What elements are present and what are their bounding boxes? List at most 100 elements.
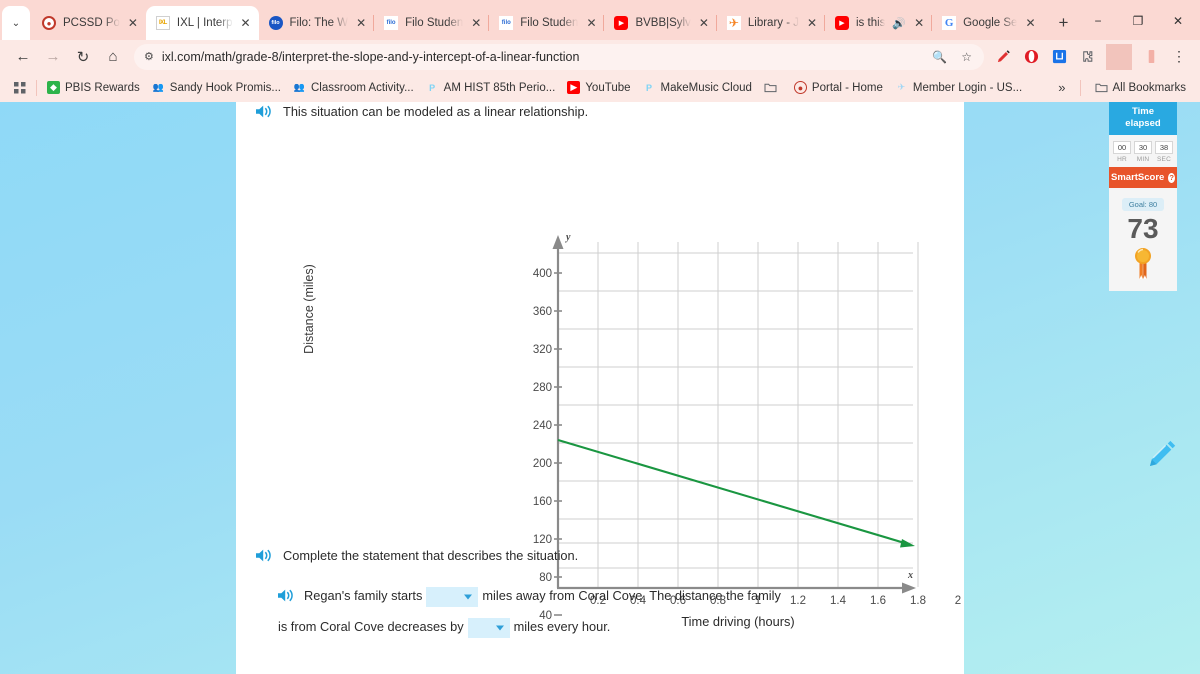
intro-line: This situation can be modeled as a linea… <box>256 104 588 119</box>
apps-grid-icon[interactable] <box>8 77 32 99</box>
chart-axes <box>552 235 916 594</box>
bookmark-label: Sandy Hook Promis... <box>169 81 281 94</box>
browser-tab-library[interactable]: ✈ Library - J ✕ <box>715 6 825 40</box>
audio-speaker-icon[interactable] <box>256 104 273 119</box>
puzzle-extensions-icon[interactable] <box>1074 44 1100 70</box>
time-elapsed-header: Time elapsed <box>1109 102 1177 135</box>
browser-tab-google-search[interactable]: G Google Se ✕ <box>931 6 1043 40</box>
page-viewport: This situation can be modeled as a linea… <box>0 102 1200 674</box>
browser-tab-bvbb-youtube[interactable]: ▶ BVBB|Sylv ✕ <box>603 6 716 40</box>
chevron-down-icon <box>464 594 473 600</box>
search-icon[interactable]: 🔍 <box>932 49 948 64</box>
svg-text:1.2: 1.2 <box>790 595 806 607</box>
bookmark-makemusic-cloud[interactable]: P MakeMusic Cloud <box>637 78 758 97</box>
time-elapsed-card: Time elapsed 00 30 38 HR MIN SEC <box>1109 102 1177 167</box>
window-controls: − ❐ ✕ <box>1078 8 1200 34</box>
bookmarks-overflow-button[interactable]: » <box>1058 80 1066 95</box>
address-bar-url: ixl.com/math/grade-8/interpret-the-slope… <box>161 49 580 64</box>
tab-close-icon[interactable]: ✕ <box>806 16 818 30</box>
blue-square-extension-icon[interactable] <box>1046 44 1072 70</box>
bookmark-label: AM HIST 85th Perio... <box>443 81 556 94</box>
window-minimize-button[interactable]: − <box>1094 14 1102 28</box>
tab-title: Google Se <box>963 17 1018 29</box>
tab-title: PCSSD Po <box>63 17 120 29</box>
bookmark-pbis-rewards[interactable]: ◆ PBIS Rewards <box>41 78 146 97</box>
slope-dropdown[interactable] <box>467 617 510 638</box>
browser-tab-filo-student-1[interactable]: filo Filo Studen ✕ <box>373 6 489 40</box>
tab-close-icon[interactable]: ✕ <box>1025 16 1036 30</box>
tab-close-icon[interactable]: ✕ <box>586 16 597 30</box>
audio-speaker-icon[interactable] <box>256 548 273 563</box>
tab-title: Filo: The W <box>289 17 349 29</box>
browser-tab-pcssd[interactable]: ● PCSSD Po ✕ <box>32 6 146 40</box>
people-icon: 👥 <box>293 82 306 92</box>
chart-grid-vertical <box>597 242 919 587</box>
svg-text:0.6: 0.6 <box>670 595 686 607</box>
all-bookmarks-button[interactable]: All Bookmarks <box>1089 78 1193 97</box>
tab-close-icon[interactable]: ✕ <box>698 16 709 30</box>
filo-light-icon: filo <box>384 16 399 30</box>
reload-button[interactable]: ↻ <box>76 48 90 66</box>
svg-text:80: 80 <box>539 572 552 584</box>
bookmark-youtube[interactable]: ▶ YouTube <box>561 78 636 97</box>
browser-tab-filo-student-2[interactable]: filo Filo Studen ✕ <box>488 6 604 40</box>
plane-icon: ✈ <box>897 82 906 92</box>
youtube-icon: ▶ <box>567 81 581 94</box>
tab-close-icon[interactable]: ✕ <box>127 16 138 30</box>
browser-tab-filo[interactable]: filo Filo: The W ✕ <box>259 6 375 40</box>
svg-text:360: 360 <box>533 306 552 318</box>
browser-tab-ixl[interactable]: IXL IXL | Interp ✕ <box>145 6 259 40</box>
window-close-button[interactable]: ✕ <box>1172 14 1184 28</box>
smartscore-body: Goal: 80 73 <box>1109 188 1177 292</box>
tab-close-icon[interactable]: ✕ <box>471 16 482 30</box>
browser-tab-is-this-youtube[interactable]: ▶ is this 🔊 ✕ <box>823 6 932 40</box>
smartscore-header: SmartScore ? <box>1109 167 1177 188</box>
bookmark-sandy-hook-promise[interactable]: 👥 Sandy Hook Promis... <box>146 78 287 97</box>
google-icon: G <box>942 16 957 30</box>
tab-search-chevron-icon[interactable]: ⌄ <box>2 6 30 40</box>
tab-title: Filo Studen <box>520 17 579 29</box>
y-tick-labels: 400 360 320 280 240 200 160 120 80 40 <box>533 268 552 622</box>
filo-light-icon: filo <box>499 16 514 30</box>
pencil-tool-icon[interactable] <box>1144 438 1184 478</box>
audio-speaker-icon[interactable] <box>278 585 295 613</box>
profile-avatar-icon[interactable] <box>1138 44 1164 70</box>
tab-close-icon[interactable]: ✕ <box>356 16 367 30</box>
bookmark-am-hist-85th-period[interactable]: P AM HIST 85th Perio... <box>420 78 562 97</box>
tab-close-icon[interactable]: ✕ <box>914 16 925 30</box>
bookmark-star-icon[interactable]: ☆ <box>961 49 972 64</box>
bookmark-classroom-activity[interactable]: 👥 Classroom Activity... <box>287 78 420 97</box>
forward-button[interactable]: → <box>45 48 61 65</box>
back-button[interactable]: ← <box>15 48 31 65</box>
window-maximize-button[interactable]: ❐ <box>1132 14 1144 28</box>
chrome-menu-icon[interactable]: ⋮ <box>1172 48 1186 64</box>
bookmark-folder[interactable] <box>758 78 788 97</box>
ixl-question-panel: This situation can be modeled as a linea… <box>236 102 1177 674</box>
address-bar[interactable]: ⚙ ixl.com/math/grade-8/interpret-the-slo… <box>134 43 984 70</box>
help-icon[interactable]: ? <box>1168 172 1175 183</box>
bookmark-label: PBIS Rewards <box>65 81 140 94</box>
y-intercept-dropdown[interactable] <box>426 586 479 607</box>
tab-close-icon[interactable]: ✕ <box>240 16 251 30</box>
progress-rail: Time elapsed 00 30 38 HR MIN SEC <box>1109 102 1177 292</box>
bookmark-member-login-us[interactable]: ✈ Member Login - US... <box>889 78 1028 97</box>
time-hours-value: 00 <box>1113 141 1131 154</box>
tab-mute-icon[interactable]: 🔊 <box>892 17 907 30</box>
bookmarks-divider <box>36 79 37 96</box>
all-bookmarks-label: All Bookmarks <box>1112 81 1187 94</box>
statement-part-3: is from Coral Cove decreases by <box>278 619 464 634</box>
svg-text:1.8: 1.8 <box>910 595 926 607</box>
new-tab-button[interactable]: + <box>1058 13 1069 32</box>
opera-extension-icon[interactable] <box>1018 44 1044 70</box>
home-button[interactable]: ⌂ <box>108 48 118 65</box>
site-settings-icon[interactable]: ⚙ <box>144 51 154 63</box>
x-axis-title: Time driving (hours) <box>681 614 795 629</box>
portal-icon: ● <box>793 81 807 94</box>
bookmark-portal-home[interactable]: ● Portal - Home <box>788 78 889 97</box>
pencil-extension-icon[interactable] <box>990 44 1016 70</box>
browser-toolbar: ← → ↻ ⌂ ⚙ ixl.com/math/grade-8/interpret… <box>0 40 1200 73</box>
time-minutes-value: 30 <box>1134 141 1152 154</box>
linear-function-graph: y x 400 360 320 280 240 200 160 120 80 4… <box>236 122 964 632</box>
svg-text:0.8: 0.8 <box>710 595 726 607</box>
